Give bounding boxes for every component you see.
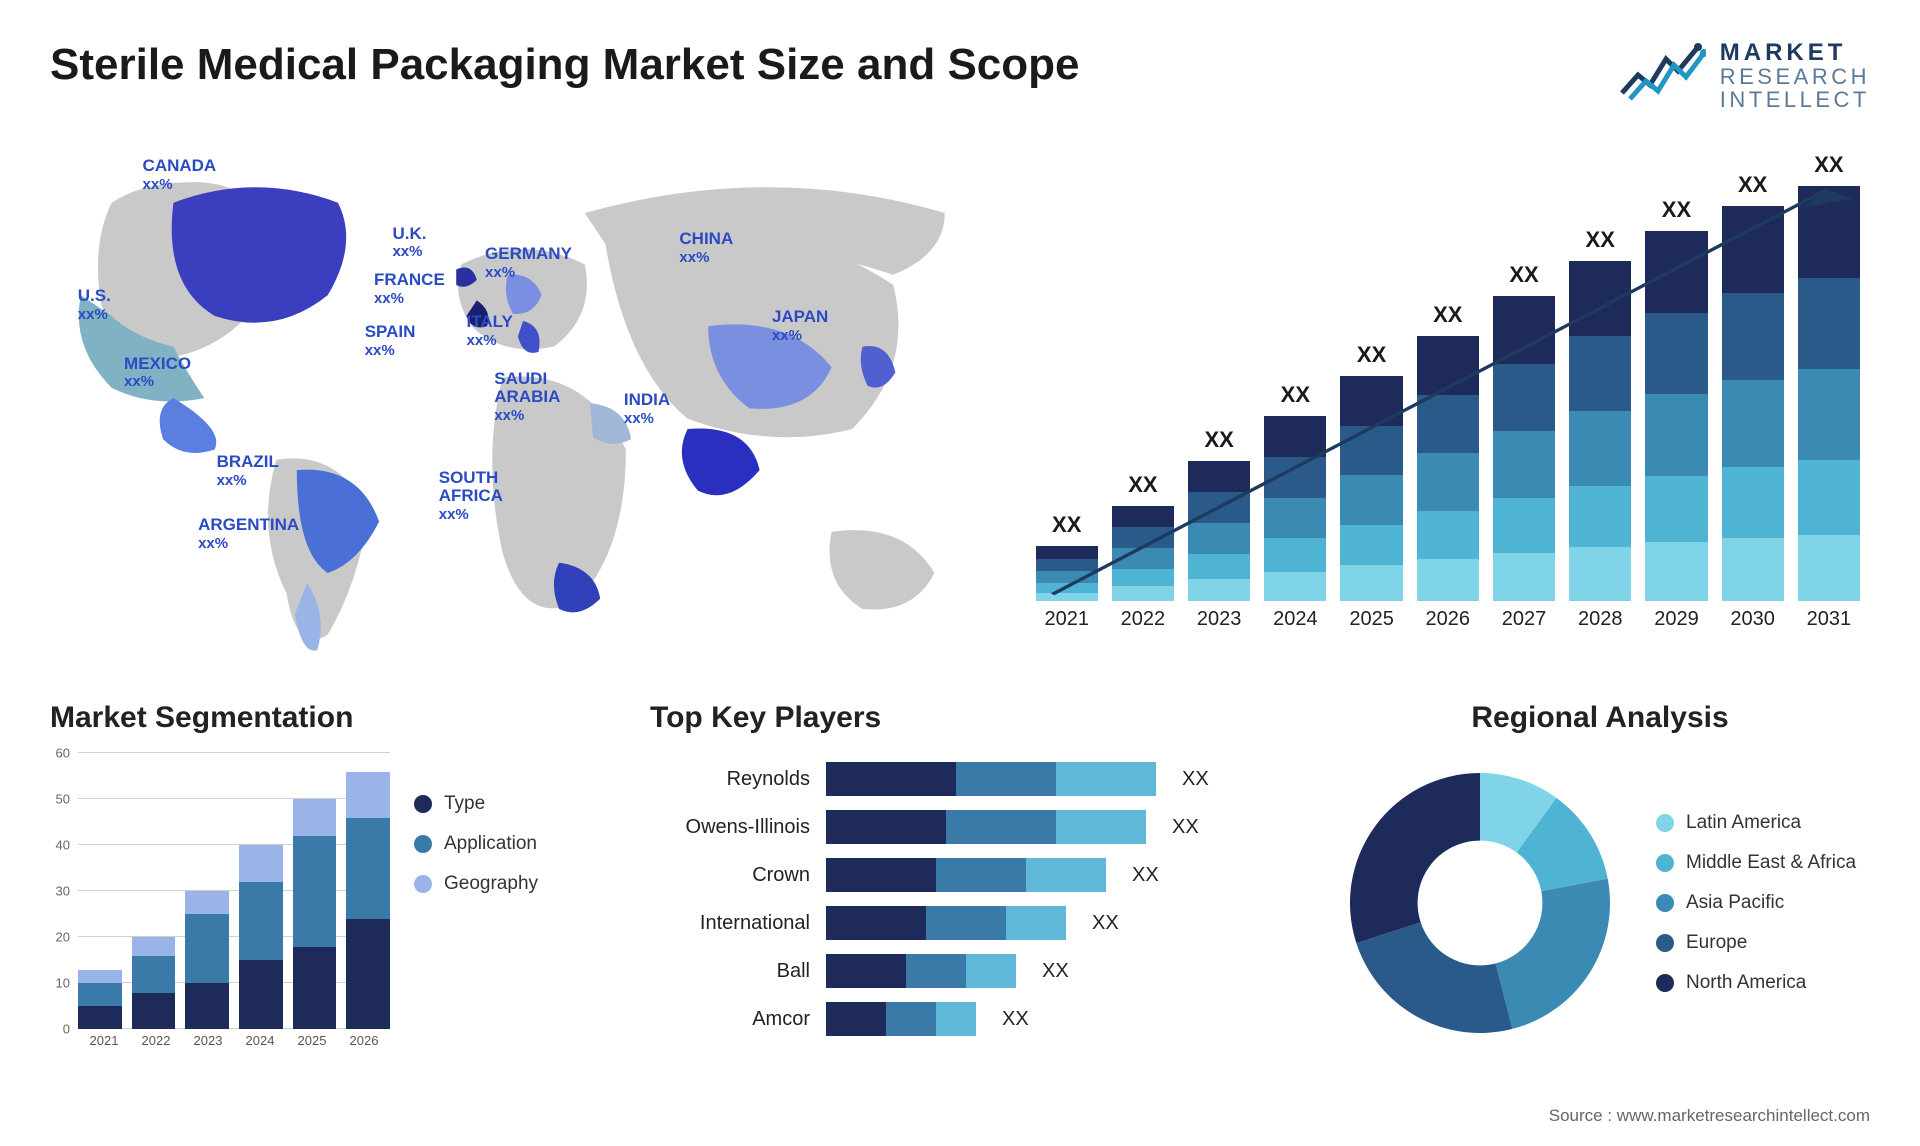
map-label: FRANCExx% bbox=[374, 271, 445, 307]
donut-slice bbox=[1496, 879, 1610, 1029]
legend-item: Type bbox=[414, 793, 538, 815]
map-label: SAUDIARABIAxx% bbox=[494, 370, 560, 424]
map-label: CANADAxx% bbox=[143, 157, 217, 193]
key-player-row: BallXX bbox=[650, 951, 1290, 991]
logo: MARKET RESEARCH INTELLECT bbox=[1620, 40, 1870, 111]
regional-panel: Regional Analysis Latin America Middle Ea… bbox=[1330, 701, 1870, 1053]
segmentation-bar bbox=[293, 799, 337, 1029]
key-players-title: Top Key Players bbox=[650, 701, 1290, 735]
legend-item: Asia Pacific bbox=[1656, 892, 1856, 914]
world-map-panel: CANADAxx% U.S.xx% MEXICOxx% BRAZILxx% ARGENT… bbox=[50, 141, 976, 661]
key-player-row: ReynoldsXX bbox=[650, 759, 1290, 799]
legend-item: Latin America bbox=[1656, 812, 1856, 834]
key-players-panel: Top Key Players ReynoldsXX Owens-Illinois… bbox=[650, 701, 1290, 1053]
map-label: GERMANYxx% bbox=[485, 245, 572, 281]
top-row: CANADAxx% U.S.xx% MEXICOxx% BRAZILxx% ARGENT… bbox=[50, 141, 1870, 661]
map-label: CHINAxx% bbox=[679, 230, 733, 266]
legend-item: Application bbox=[414, 833, 538, 855]
header: Sterile Medical Packaging Market Size an… bbox=[50, 40, 1870, 111]
page-title: Sterile Medical Packaging Market Size an… bbox=[50, 40, 1080, 90]
segmentation-bar bbox=[132, 937, 176, 1029]
segmentation-bar bbox=[239, 845, 283, 1029]
map-label: BRAZILxx% bbox=[217, 453, 279, 489]
legend-item: North America bbox=[1656, 972, 1856, 994]
legend-item: Geography bbox=[414, 873, 538, 895]
segmentation-title: Market Segmentation bbox=[50, 701, 610, 735]
map-label: SPAINxx% bbox=[365, 323, 416, 359]
segmentation-bar bbox=[346, 772, 390, 1030]
map-label: JAPANxx% bbox=[772, 308, 828, 344]
map-label: U.S.xx% bbox=[78, 287, 111, 323]
segmentation-bar bbox=[185, 891, 229, 1029]
key-players-chart: ReynoldsXX Owens-IllinoisXX CrownXX Interna… bbox=[650, 753, 1290, 1039]
map-label: INDIAxx% bbox=[624, 391, 670, 427]
key-player-row: AmcorXX bbox=[650, 999, 1290, 1039]
segmentation-chart: 0102030405060 202120222023202420252026 bbox=[50, 753, 390, 1053]
key-player-row: Owens-IllinoisXX bbox=[650, 807, 1290, 847]
map-label: U.K.xx% bbox=[392, 225, 426, 261]
logo-text: MARKET RESEARCH INTELLECT bbox=[1720, 40, 1870, 111]
segmentation-legend: Type Application Geography bbox=[414, 753, 538, 1053]
map-label: SOUTHAFRICAxx% bbox=[439, 469, 503, 523]
regional-legend: Latin America Middle East & Africa Asia Pa… bbox=[1656, 812, 1856, 994]
regional-title: Regional Analysis bbox=[1330, 701, 1870, 735]
map-label: ITALYxx% bbox=[467, 313, 513, 349]
map-label: MEXICOxx% bbox=[124, 355, 191, 391]
segmentation-bar bbox=[78, 970, 122, 1030]
legend-item: Europe bbox=[1656, 932, 1856, 954]
growth-chart-panel: XX2021XX2022XX2023XX2024XX2025XX2026XX20… bbox=[1016, 141, 1870, 661]
segmentation-panel: Market Segmentation 0102030405060 202120… bbox=[50, 701, 610, 1053]
donut-slice bbox=[1350, 773, 1480, 943]
key-player-row: InternationalXX bbox=[650, 903, 1290, 943]
legend-item: Middle East & Africa bbox=[1656, 852, 1856, 874]
growth-arrow-icon bbox=[1036, 171, 1860, 631]
map-label: ARGENTINAxx% bbox=[198, 516, 299, 552]
source-label: Source : www.marketresearchintellect.com bbox=[1549, 1106, 1870, 1126]
logo-icon bbox=[1620, 41, 1706, 110]
growth-chart: XX2021XX2022XX2023XX2024XX2025XX2026XX20… bbox=[1036, 171, 1860, 631]
regional-donut-chart bbox=[1330, 753, 1630, 1053]
bottom-row: Market Segmentation 0102030405060 202120… bbox=[50, 701, 1870, 1053]
donut-slice bbox=[1356, 923, 1512, 1034]
key-player-row: CrownXX bbox=[650, 855, 1290, 895]
